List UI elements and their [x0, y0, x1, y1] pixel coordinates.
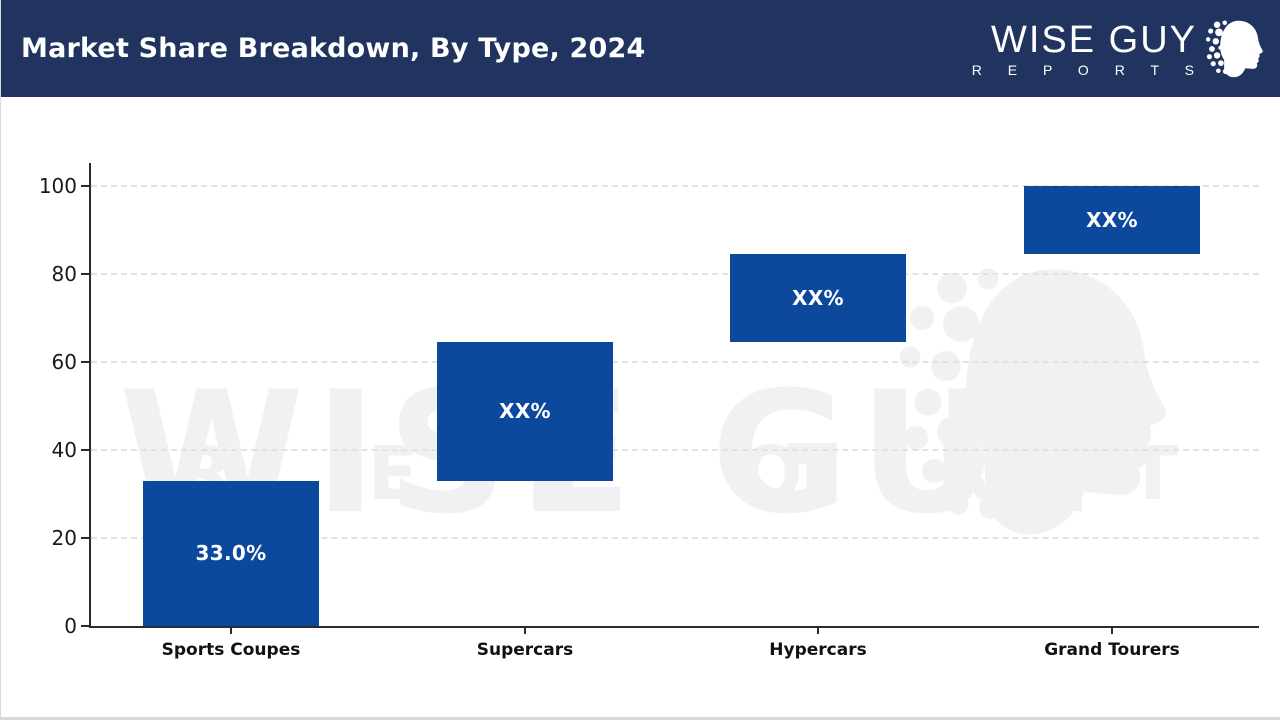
y-tick-label: 100 [38, 174, 77, 198]
bar-value-label: XX% [792, 286, 844, 311]
y-tick-label: 60 [51, 350, 77, 374]
waterfall-bar-segment: 33.0% [143, 480, 319, 626]
y-gridline [91, 449, 1259, 451]
y-gridline [91, 537, 1259, 539]
y-tick-mark [81, 185, 89, 187]
logo-subtitle: R E P O R T S [971, 61, 1205, 78]
y-tick-mark [81, 361, 89, 363]
x-tick-mark [817, 626, 819, 634]
y-tick-label: 20 [51, 526, 77, 550]
y-gridline [91, 361, 1259, 363]
x-tick-mark [1111, 626, 1113, 634]
logo-wordmark: WISE GUY [990, 18, 1197, 61]
x-tick-mark [524, 626, 526, 634]
chart-title: Market Share Breakdown, By Type, 2024 [21, 33, 646, 64]
y-gridline [91, 185, 1259, 187]
y-tick-mark [81, 625, 89, 627]
x-tick-mark [230, 626, 232, 634]
y-axis-spine [89, 163, 91, 628]
y-tick-mark [81, 537, 89, 539]
chart-area: WISE GUY R E P O R T S 02040608010033.0%… [1, 97, 1280, 717]
x-category-label: Sports Coupes [161, 640, 301, 660]
y-gridline [91, 273, 1259, 275]
bar-value-label: XX% [1086, 208, 1138, 233]
y-tick-label: 0 [64, 614, 77, 638]
y-tick-mark [81, 449, 89, 451]
waterfall-bar-segment: XX% [437, 342, 613, 481]
x-category-label: Hypercars [769, 640, 867, 660]
waterfall-bar-segment: XX% [730, 254, 906, 343]
y-tick-mark [81, 273, 89, 275]
logo-text: WISE GUY R E P O R T S [972, 21, 1197, 77]
bar-value-label: XX% [499, 399, 551, 424]
x-axis-spine [89, 626, 1259, 628]
y-tick-label: 40 [51, 438, 77, 462]
x-category-label: Supercars [476, 640, 574, 660]
y-tick-label: 80 [51, 262, 77, 286]
bar-value-label: 33.0% [195, 541, 267, 566]
waterfall-bar-segment: XX% [1024, 186, 1200, 255]
x-category-label: Grand Tourers [1044, 640, 1180, 660]
wise-guy-logo: WISE GUY R E P O R T S [972, 10, 1267, 88]
header-bar: Market Share Breakdown, By Type, 2024 WI… [1, 0, 1280, 97]
